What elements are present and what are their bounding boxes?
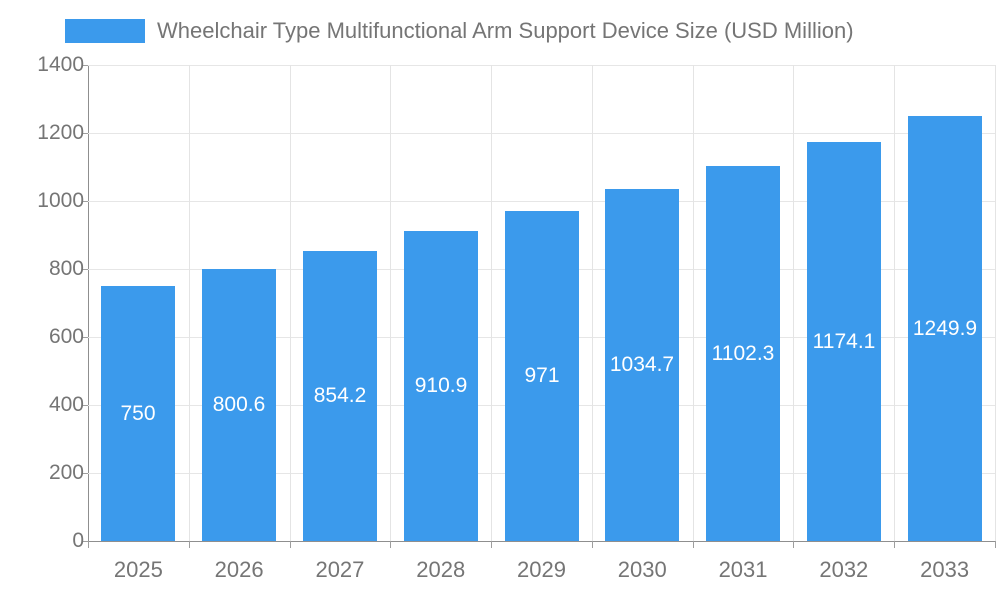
x-axis-tick	[390, 541, 392, 548]
x-axis-tick-label: 2026	[214, 557, 264, 582]
y-axis-tick	[82, 201, 88, 202]
x-axis-tick-label: 2028	[416, 557, 466, 582]
x-axis-tick-label: 2029	[517, 557, 566, 582]
x-axis-tick	[894, 541, 896, 548]
x-axis-tick	[692, 541, 694, 548]
y-axis-line	[88, 65, 89, 547]
bar-value-label: 971	[524, 364, 560, 387]
gridline-vertical	[894, 65, 896, 541]
y-axis-tick-label: 200	[48, 461, 84, 484]
bar-2027[interactable]: 854.2	[303, 251, 377, 541]
gridline-vertical	[692, 65, 694, 541]
x-axis-tick-label: 2027	[315, 557, 365, 582]
bar-value-label: 1249.9	[912, 316, 978, 340]
legend-item[interactable]: Wheelchair Type Multifunctional Arm Supp…	[65, 18, 854, 44]
bar-value-label: 800.6	[212, 393, 266, 416]
bar-2032[interactable]: 1174.1	[807, 142, 881, 541]
x-axis-tick-label: 2032	[819, 557, 869, 582]
x-axis-tick-label: 2030	[617, 557, 667, 582]
bar-value-label: 854.2	[313, 384, 367, 407]
bar-value-label: 750	[120, 401, 156, 425]
y-axis-tick	[82, 269, 88, 270]
gridline-vertical	[793, 65, 795, 541]
y-axis-tick	[82, 405, 88, 406]
bar-2031[interactable]: 1102.3	[706, 166, 780, 541]
y-axis-tick-label: 1200	[37, 121, 84, 144]
y-axis-tick-label: 800	[48, 257, 84, 280]
y-axis-tick	[82, 473, 88, 474]
y-axis-tick-label: 0	[72, 529, 84, 552]
x-axis-tick	[88, 541, 89, 548]
bar-value-label: 1034.7	[609, 353, 675, 376]
bar-2033[interactable]: 1249.9	[908, 116, 982, 541]
y-axis-tick-label: 400	[48, 393, 84, 416]
x-axis-tick	[591, 541, 593, 548]
y-axis-tick-label: 1400	[37, 53, 84, 76]
chart-title: Wheelchair Type Multifunctional Arm Supp…	[157, 18, 854, 43]
gridline-horizontal	[88, 201, 995, 202]
x-axis-tick	[793, 541, 795, 548]
bar-2029[interactable]: 971	[505, 211, 579, 541]
x-axis-tick-label: 2031	[718, 557, 768, 582]
y-axis-tick-label: 600	[48, 325, 84, 348]
y-axis-tick	[82, 133, 88, 134]
y-axis-tick	[82, 65, 88, 66]
bar-value-label: 910.9	[414, 374, 468, 397]
plot-area: 750 800.6 854.2 910.9 971 1034.7 1102.3 1174.1 1…	[88, 65, 996, 541]
x-axis-tick-label: 2033	[920, 557, 970, 582]
y-axis-tick	[82, 337, 88, 338]
bar-value-label: 1174.1	[812, 329, 876, 353]
gridline-vertical	[591, 65, 593, 541]
y-axis-tick	[82, 541, 88, 542]
bar-2026[interactable]: 800.6	[202, 269, 276, 541]
gridline-vertical	[188, 65, 190, 541]
x-axis-tick	[289, 541, 291, 548]
bar-2025[interactable]: 750	[101, 286, 175, 541]
bar-value-label: 1102.3	[711, 341, 775, 365]
gridline-vertical	[491, 65, 493, 541]
bar-2028[interactable]: 910.9	[404, 231, 478, 541]
x-axis-tick-label: 2025	[113, 557, 163, 582]
x-axis-line	[82, 541, 995, 542]
y-axis-tick-label: 1000	[37, 189, 84, 212]
x-axis-tick	[491, 541, 493, 548]
gridline-vertical	[995, 65, 996, 541]
gridline-vertical	[390, 65, 392, 541]
legend-swatch	[65, 19, 145, 43]
gridline-horizontal	[88, 133, 995, 134]
bar-2030[interactable]: 1034.7	[605, 189, 679, 541]
gridline-vertical	[289, 65, 291, 541]
gridline-horizontal	[88, 65, 995, 66]
x-axis-tick	[995, 541, 996, 548]
x-axis-tick	[188, 541, 190, 548]
